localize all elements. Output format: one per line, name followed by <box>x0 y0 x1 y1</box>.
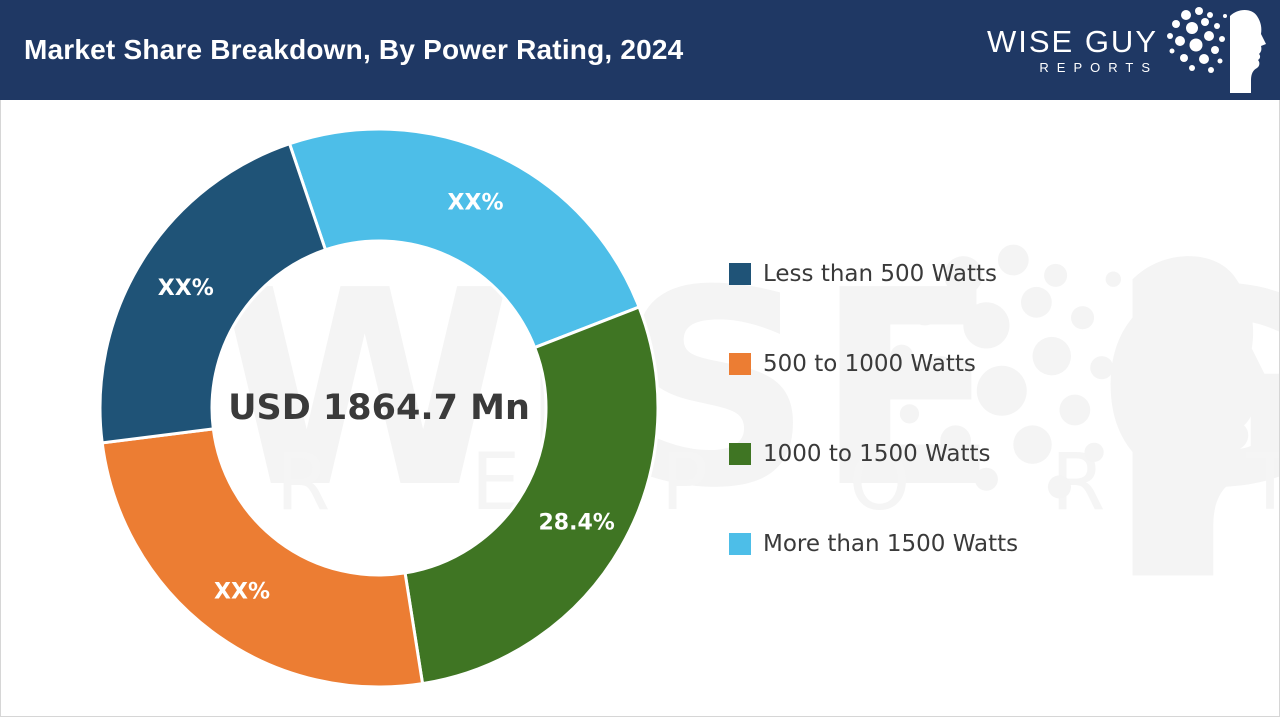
donut-slice-less-than-500-watts <box>98 142 327 445</box>
legend-item-1000-to-1500-watts: 1000 to 1500 Watts <box>729 441 1018 467</box>
legend-swatch-green <box>729 443 751 465</box>
legend-label: 500 to 1000 Watts <box>763 350 976 377</box>
donut-slice-1000-to-1500-watts <box>403 305 660 686</box>
donut-slice-more-than-1500-watts <box>288 127 641 350</box>
legend-label: More than 1500 Watts <box>763 530 1019 557</box>
legend-label: 1000 to 1500 Watts <box>763 440 991 467</box>
header-bar: Market Share Breakdown, By Power Rating,… <box>0 0 1280 100</box>
wise-guy-reports-logo: WISE GUY REPORTS <box>987 6 1266 94</box>
legend-swatch-light-blue <box>729 533 751 555</box>
slice-percentage-label: XX% <box>214 579 270 604</box>
legend-label: Less than 500 Watts <box>763 260 998 287</box>
watermark-subtitle: R E P O R T S <box>276 438 1279 528</box>
legend-item-less-than-500-watts: Less than 500 Watts <box>729 261 1018 287</box>
chart-center-value: USD 1864.7 Mn <box>228 388 530 428</box>
watermark-wordmark: WISE GU <box>216 255 1279 525</box>
chart-legend: Less than 500 Watts 500 to 1000 Watts 10… <box>729 261 1018 621</box>
slice-percentage-label: XX% <box>448 190 504 215</box>
donut-chart: XX% 28.4% XX% XX% <box>98 127 660 689</box>
page-title: Market Share Breakdown, By Power Rating,… <box>24 34 684 65</box>
logo-face-icon <box>1167 7 1266 93</box>
watermark-face-icon <box>890 244 1271 576</box>
logo-wordmark: WISE GUY <box>986 24 1158 59</box>
legend-item-500-to-1000-watts: 500 to 1000 Watts <box>729 351 1018 377</box>
slice-percentage-label: XX% <box>158 276 214 301</box>
logo-text: WISE GUY REPORTS <box>987 26 1158 74</box>
donut-slice-500-to-1000-watts <box>100 427 425 689</box>
legend-swatch-dark-blue <box>729 263 751 285</box>
legend-swatch-orange <box>729 353 751 375</box>
legend-item-more-than-1500-watts: More than 1500 Watts <box>729 531 1018 557</box>
logo-subtitle: REPORTS <box>1039 60 1158 75</box>
chart-card: WISE GU R E P O R T S XX% 28.4% XX% XX% USD… <box>0 100 1280 717</box>
slice-percentage-label: 28.4% <box>538 511 614 536</box>
